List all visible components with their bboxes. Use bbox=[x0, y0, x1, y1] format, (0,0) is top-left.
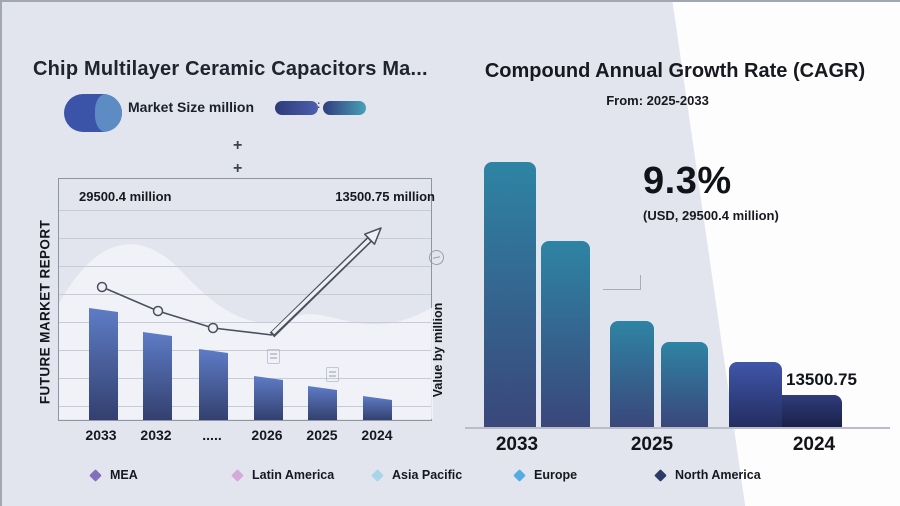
right-axis-label: 2025 bbox=[630, 434, 674, 455]
ratio-pill-left bbox=[275, 101, 318, 115]
right-axis-label: 2033 bbox=[495, 434, 539, 455]
left-chart-title: Chip Multilayer Ceramic Capacitors Ma... bbox=[33, 58, 428, 80]
diamond-marker-icon bbox=[231, 468, 244, 482]
legend-item-north-america: North America bbox=[654, 468, 761, 482]
legend-label: North America bbox=[675, 468, 761, 482]
left-axis-label: 2032 bbox=[140, 427, 172, 443]
legend-item-mea: MEA bbox=[89, 468, 138, 482]
line-marker bbox=[207, 322, 219, 334]
watermark-doc-icon bbox=[326, 367, 339, 382]
cylinder-icon bbox=[64, 94, 122, 132]
legend-item-europe: Europe bbox=[513, 468, 578, 482]
future-market-report-label: FUTURE MARKET REPORT bbox=[37, 219, 53, 405]
legend-item-latin-america: Latin America bbox=[231, 468, 335, 482]
left-axis-labels: 2033 2032..... 2026 2025 2024 bbox=[58, 427, 432, 447]
left-axis-label: 2025 bbox=[306, 427, 338, 443]
diamond-marker-icon bbox=[371, 468, 384, 482]
end-bar-value: 13500.75 bbox=[786, 370, 857, 389]
market-size-chart: 29500.4 million 13500.75 million bbox=[58, 178, 435, 421]
start-value-label: 29500.4 million bbox=[79, 189, 172, 204]
corner-bracket-line bbox=[603, 275, 641, 290]
cylinder-cap bbox=[95, 94, 122, 132]
trend-line-and-arrow bbox=[96, 227, 382, 338]
cagr-value: 9.3% bbox=[643, 160, 732, 202]
legend-label: MEA bbox=[110, 468, 138, 482]
plus-mark-icon: + bbox=[233, 160, 243, 177]
plus-mark-icon: + bbox=[233, 137, 243, 154]
cagr-bar-2024-series-a bbox=[729, 362, 782, 427]
diamond-marker-icon bbox=[513, 468, 526, 482]
value-axis-label: Value by million bbox=[431, 302, 445, 398]
market-size-label: Market Size million bbox=[128, 99, 255, 115]
cagr-detail: (USD, 29500.4 million) bbox=[643, 208, 779, 223]
legend-label: Latin America bbox=[252, 468, 335, 482]
legend-item-asia-pacific: Asia Pacific bbox=[371, 468, 463, 482]
market-size-bar-2024 bbox=[363, 396, 392, 420]
diamond-marker-icon bbox=[89, 468, 102, 482]
cagr-chart bbox=[465, 160, 890, 429]
left-axis-label: 2033 bbox=[85, 427, 117, 443]
cagr-bar-2024-series-b bbox=[782, 395, 842, 427]
line-marker bbox=[96, 281, 108, 293]
market-size-bar-2025 bbox=[308, 386, 337, 420]
left-axis-label: 2026 bbox=[251, 427, 283, 443]
growth-arrow-head-icon bbox=[363, 227, 382, 245]
cagr-bar-2033-series-a bbox=[484, 162, 536, 427]
legend-label: Europe bbox=[534, 468, 578, 482]
left-axis-label: ..... bbox=[202, 427, 222, 443]
end-value-label: 13500.75 million bbox=[335, 189, 435, 204]
ratio-pill-right bbox=[323, 101, 366, 115]
legend-label: Asia Pacific bbox=[392, 468, 463, 482]
market-size-bar-2032 bbox=[143, 332, 172, 420]
market-size-bar-2033 bbox=[89, 308, 118, 420]
line-marker bbox=[152, 305, 164, 317]
diamond-marker-icon bbox=[654, 468, 667, 482]
cagr-bar-2025-series-a bbox=[610, 321, 654, 427]
right-axis-label: 2024 bbox=[792, 434, 836, 455]
cagr-subtitle: From: 2025-2033 bbox=[606, 93, 709, 108]
market-size-bar-..... bbox=[199, 349, 228, 420]
left-axis-label: 2024 bbox=[361, 427, 393, 443]
right-axis-labels: 2033 2025 2024 bbox=[465, 434, 890, 458]
declining-trend-line bbox=[101, 286, 273, 336]
ratio-separator: : bbox=[317, 100, 321, 111]
cagr-bar-2025-series-b bbox=[661, 342, 708, 427]
cagr-title: Compound Annual Growth Rate (CAGR) bbox=[484, 60, 866, 82]
market-size-bar-2026 bbox=[254, 376, 283, 420]
watermark-doc-icon bbox=[267, 349, 280, 364]
cagr-bar-2033-series-b bbox=[541, 241, 590, 427]
